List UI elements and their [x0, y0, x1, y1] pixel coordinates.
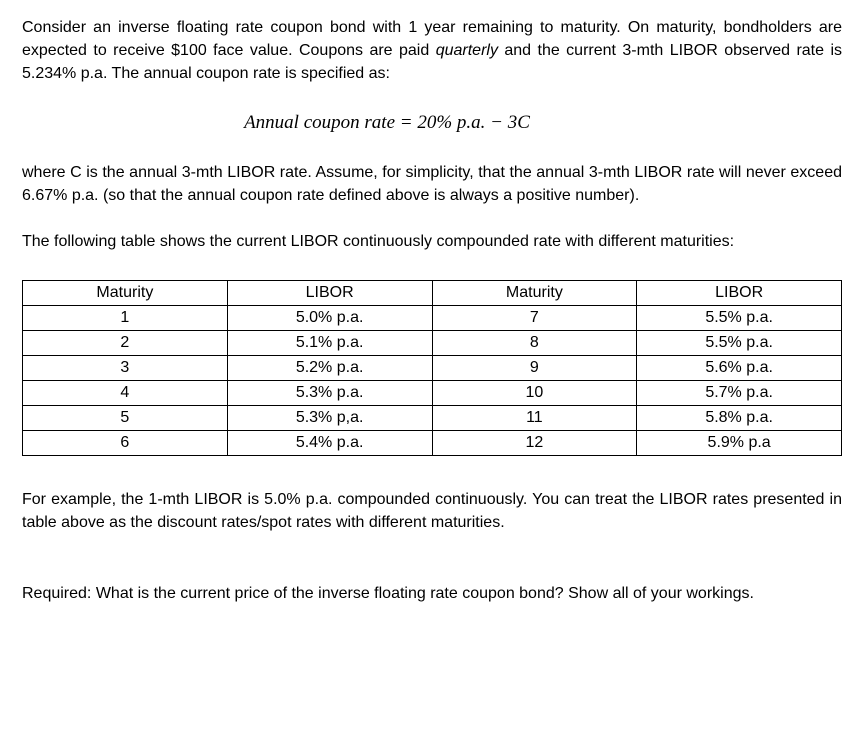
- table-header-maturity-left: Maturity: [22, 280, 228, 306]
- paragraph-definition: where C is the annual 3-mth LIBOR rate. …: [22, 164, 842, 204]
- table-row: 6 5.4% p.a. 12 5.9% p.a: [22, 430, 842, 456]
- table-cell: 5.7% p.a.: [636, 380, 842, 406]
- table-row: 3 5.2% p.a. 9 5.6% p.a.: [22, 355, 842, 381]
- paragraph-intro-text-end: and the current 3-mth LIBOR observed rat…: [22, 42, 842, 82]
- table-cell: 5.9% p.a: [636, 430, 842, 456]
- table-cell: 4: [22, 380, 228, 406]
- table-cell: 5.4% p.a.: [226, 430, 433, 456]
- table-cell: 9: [431, 355, 638, 381]
- paragraph-required: Required: What is the current price of t…: [22, 585, 754, 602]
- table-cell: 5: [22, 405, 228, 431]
- coupon-rate-formula: Annual coupon rate = 20% p.a. − 3C: [244, 112, 530, 133]
- table-cell: 8: [431, 330, 638, 356]
- table-header-maturity-right: Maturity: [431, 280, 638, 306]
- table-row: 2 5.1% p.a. 8 5.5% p.a.: [22, 330, 842, 356]
- paragraph-intro: Consider an inverse floating rate coupon…: [22, 16, 842, 85]
- table-row: 5 5.3% p,a. 11 5.8% p.a.: [22, 405, 842, 431]
- table-cell: 5.3% p,a.: [226, 405, 433, 431]
- libor-table: Maturity LIBOR Maturity LIBOR 1 5.0% p.a…: [22, 280, 842, 456]
- table-row: 4 5.3% p.a. 10 5.7% p.a.: [22, 380, 842, 406]
- table-cell: 5.8% p.a.: [636, 405, 842, 431]
- table-cell: 1: [22, 305, 228, 331]
- table-cell: 5.5% p.a.: [636, 330, 842, 356]
- table-row: 1 5.0% p.a. 7 5.5% p.a.: [22, 305, 842, 331]
- paragraph-intro-italic-word: quarterly: [435, 42, 498, 59]
- table-cell: 5.5% p.a.: [636, 305, 842, 331]
- table-header-libor-right: LIBOR: [636, 280, 842, 306]
- paragraph-intro-text-start: Consider an inverse floating rate coupon…: [22, 19, 842, 59]
- table-cell: 5.6% p.a.: [636, 355, 842, 381]
- table-header-libor-left: LIBOR: [226, 280, 433, 306]
- table-cell: 5.0% p.a.: [226, 305, 433, 331]
- table-cell: 11: [431, 405, 638, 431]
- table-cell: 6: [22, 430, 228, 456]
- table-cell: 10: [431, 380, 638, 406]
- table-cell: 2: [22, 330, 228, 356]
- paragraph-example: For example, the 1-mth LIBOR is 5.0% p.a…: [22, 491, 842, 531]
- table-cell: 5.2% p.a.: [226, 355, 433, 381]
- table-cell: 12: [431, 430, 638, 456]
- paragraph-table-intro: The following table shows the current LI…: [22, 233, 735, 250]
- table-cell: 5.1% p.a.: [226, 330, 433, 356]
- table-cell: 5.3% p.a.: [226, 380, 433, 406]
- table-cell: 3: [22, 355, 228, 381]
- table-header-row: Maturity LIBOR Maturity LIBOR: [22, 280, 842, 306]
- table-cell: 7: [431, 305, 638, 331]
